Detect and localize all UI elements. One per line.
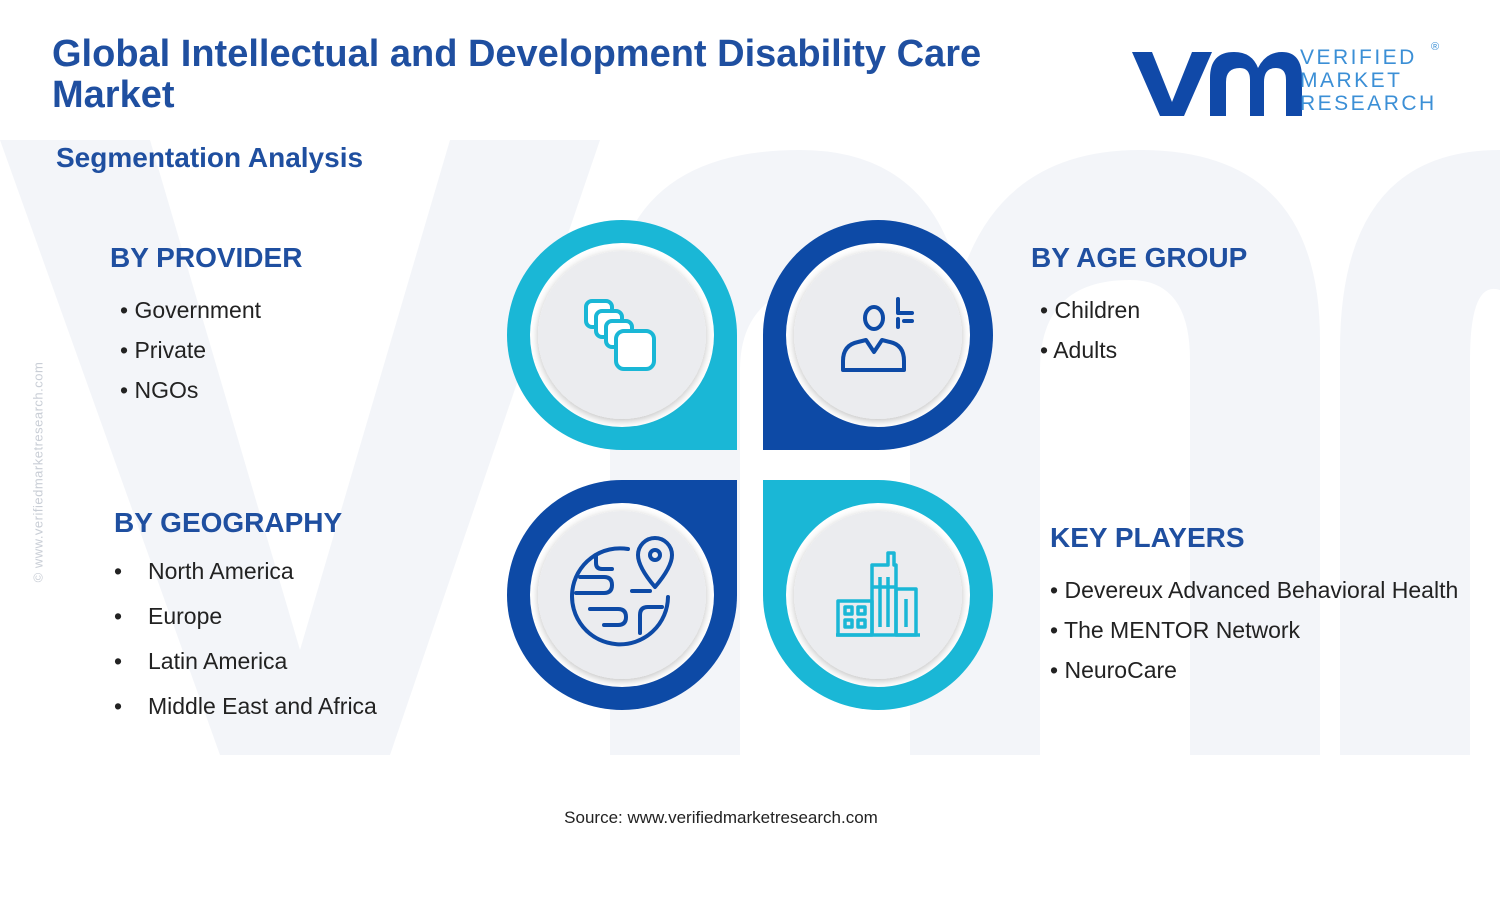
- person-icon: [841, 297, 914, 372]
- buildings-icon: [836, 551, 920, 637]
- stacked-squares-icon: [584, 299, 656, 371]
- provider-petal: [507, 220, 737, 450]
- logo-line-3: RESEARCH: [1300, 92, 1437, 115]
- source-text: Source: www.verifiedmarketresearch.com: [564, 808, 878, 827]
- key-players-heading: KEY PLAYERS: [1050, 522, 1245, 553]
- age-group-heading: BY AGE GROUP: [1031, 242, 1248, 273]
- key-players-list: • Devereux Advanced Behavioral Health • …: [1050, 570, 1458, 690]
- provider-heading: BY PROVIDER: [110, 242, 303, 273]
- page-title: Global Intellectual and Development Disa…: [52, 33, 982, 116]
- background-watermark: [0, 140, 1500, 755]
- list-item: • Adults: [1040, 337, 1118, 363]
- geography-heading: BY GEOGRAPHY: [114, 507, 343, 538]
- provider-list: • Government • Private • NGOs: [120, 290, 261, 410]
- page-subtitle: Segmentation Analysis: [56, 142, 364, 173]
- list-item: • North America: [114, 558, 294, 584]
- logo-line-2: MARKET: [1300, 69, 1403, 92]
- list-item: • NGOs: [120, 377, 199, 403]
- segmentation-graphic: [507, 220, 993, 710]
- list-item: • Middle East and Africa: [114, 693, 377, 719]
- age-group-list: • Children • Adults: [1040, 290, 1140, 370]
- vmr-logo: [1132, 52, 1302, 116]
- key-players-petal: [763, 480, 993, 710]
- registered-mark: ®: [1431, 41, 1440, 53]
- list-item: • The MENTOR Network: [1050, 617, 1301, 643]
- logo-line-1: VERIFIED: [1300, 46, 1417, 69]
- logo-wordmark: VERIFIED MARKET RESEARCH: [1300, 46, 1437, 115]
- list-item: • NeuroCare: [1050, 657, 1177, 683]
- globe-location-icon: [570, 536, 674, 647]
- geography-list: • North America • Europe • Latin America • M…: [114, 549, 377, 729]
- list-item: • Europe: [114, 603, 223, 629]
- list-item: • Devereux Advanced Behavioral Health: [1050, 577, 1459, 603]
- list-item: • Children: [1040, 297, 1141, 323]
- geography-petal: [507, 480, 737, 710]
- side-watermark-text: © www.verifiedmarketresearch.com: [30, 361, 46, 583]
- list-item: • Government: [120, 297, 262, 323]
- age-group-petal: [763, 220, 993, 450]
- list-item: • Latin America: [114, 648, 288, 674]
- list-item: • Private: [120, 337, 207, 363]
